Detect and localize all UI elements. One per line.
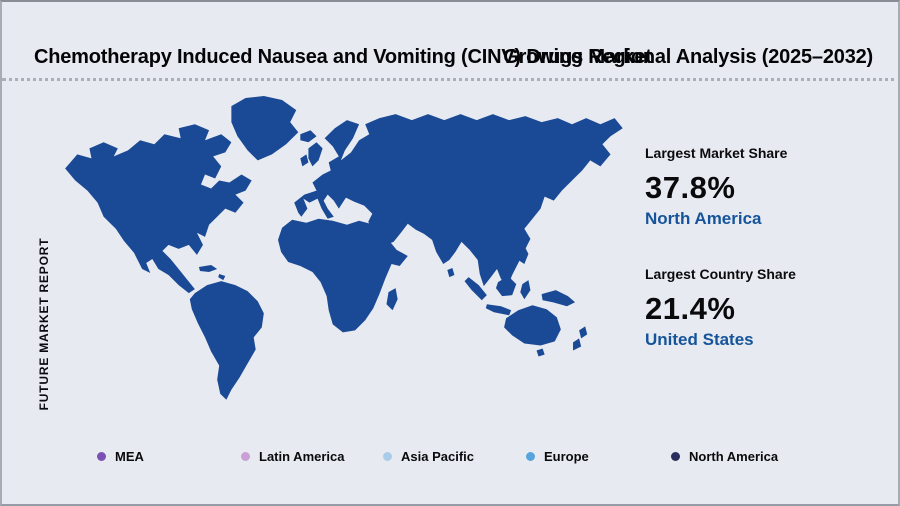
brand-vertical-label: FUTURE MARKET REPORT [37,237,51,411]
page-subtitle: Growing Regional Analysis (2025–2032) [503,46,873,68]
islands-new-zealand [573,326,588,351]
stat-label: Largest Country Share [645,266,796,282]
islands-philippines [518,245,529,264]
stat-largest-market-share: Largest Market Share 37.8% North America [645,145,895,229]
legend-item-europe: Europe [526,449,589,464]
stat-region: North America [645,209,762,228]
island-sulawesi [520,280,531,300]
legend-dot-icon [241,452,250,461]
islands-japan [518,187,535,217]
dotted-divider [2,78,898,81]
world-map [57,90,645,442]
island-madagascar [386,288,398,311]
continent-south-america [189,281,264,400]
legend-dot-icon [526,452,535,461]
island-borneo [495,276,517,297]
island-java [485,304,512,316]
continent-eurasia [294,114,623,287]
island-greenland [231,96,299,161]
stat-value: 37.8% [645,170,736,205]
island-sumatra [464,277,487,301]
island-tasmania [536,348,545,357]
island-iceland [300,130,317,143]
legend-label: Europe [544,449,589,464]
legend-dot-icon [383,452,392,461]
world-map-svg [65,96,623,400]
legend-label: Latin America [259,449,345,464]
legend-item-north-america: North America [671,449,778,464]
continent-australia [504,305,561,346]
continent-africa [278,217,408,333]
legend-label: Asia Pacific [401,449,474,464]
legend-dot-icon [671,452,680,461]
page-title: Chemotherapy Induced Nausea and Vomiting… [34,46,652,68]
legend-item-mea: MEA [97,449,144,464]
stat-label: Largest Market Share [645,145,788,161]
island-great-britain [308,142,323,167]
stat-region: United States [645,330,754,349]
continent-north-america [65,124,252,294]
stat-largest-country-share: Largest Country Share 21.4% United State… [645,266,895,350]
stat-value: 21.4% [645,291,736,326]
legend-item-latin-america: Latin America [241,449,345,464]
legend-label: North America [689,449,779,464]
island-new-guinea [541,290,576,307]
world-map-land [65,96,623,400]
islands-caribbean [198,264,226,281]
island-ireland [300,154,309,167]
island-sri-lanka [447,268,455,278]
legend-dot-icon [97,452,106,461]
legend-item-asia-pacific: Asia Pacific [383,449,474,464]
legend-label: MEA [115,449,144,464]
